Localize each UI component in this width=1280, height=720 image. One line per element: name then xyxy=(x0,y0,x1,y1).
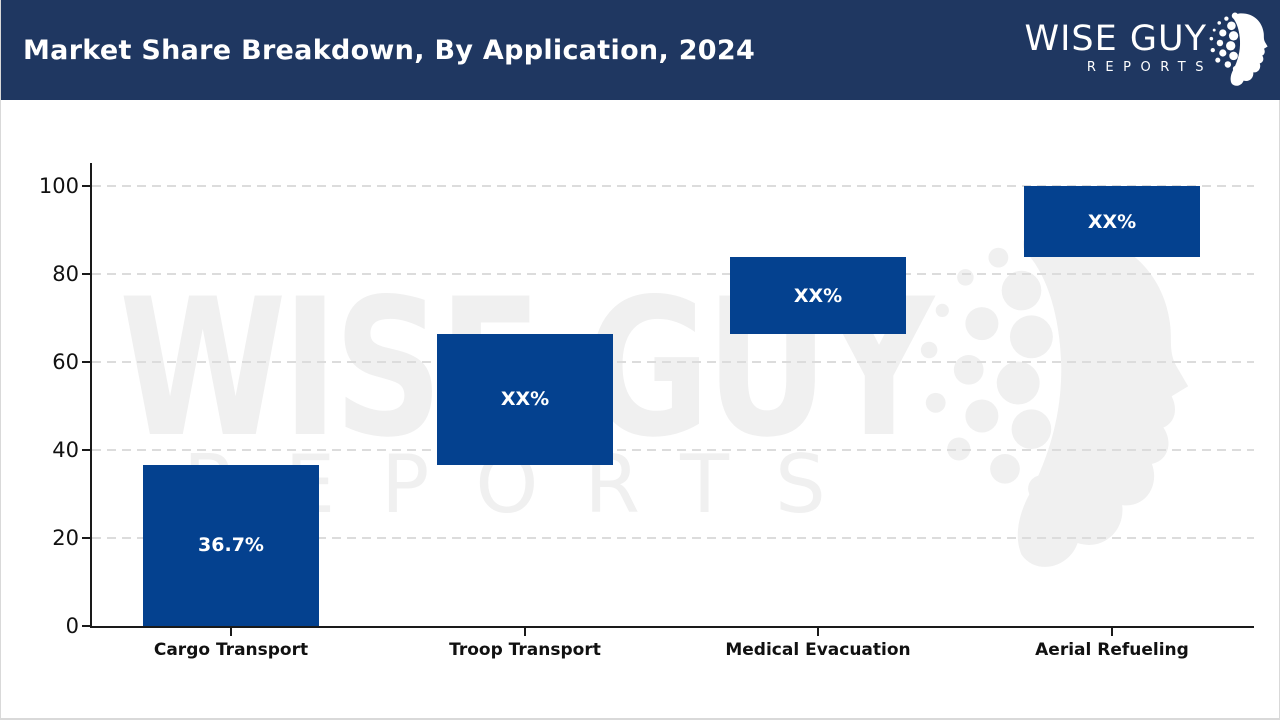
x-category-label: Aerial Refueling xyxy=(1035,640,1189,660)
y-tick-mark xyxy=(82,449,90,451)
x-category-label: Medical Evacuation xyxy=(725,640,911,660)
x-category-label: Cargo Transport xyxy=(153,640,309,660)
gridline xyxy=(92,273,1254,275)
logo-wordmark: WISE GUY xyxy=(1024,19,1207,59)
y-tick-label: 40 xyxy=(52,438,79,462)
logo-text: WISE GUY REPORTS xyxy=(1024,20,1207,75)
x-tick-mark xyxy=(524,628,526,636)
bar-value-label: XX% xyxy=(500,388,550,411)
gridline xyxy=(92,449,1254,451)
y-tick-mark xyxy=(82,625,90,627)
bar-segment: 36.7% xyxy=(143,464,319,626)
x-tick-mark xyxy=(1111,628,1113,636)
bar-segment: XX% xyxy=(1024,186,1200,258)
y-tick-label: 60 xyxy=(52,350,79,374)
logo-subtext: REPORTS xyxy=(1086,60,1213,75)
y-tick-mark xyxy=(82,185,90,187)
bar-segment: XX% xyxy=(730,257,906,335)
page-title: Market Share Breakdown, By Application, … xyxy=(23,34,756,66)
y-tick-mark xyxy=(82,273,90,275)
bar-value-label: 36.7% xyxy=(198,534,264,557)
y-tick-mark xyxy=(82,537,90,539)
gridline xyxy=(92,361,1254,363)
y-tick-mark xyxy=(82,361,90,363)
y-tick-label: 80 xyxy=(52,262,79,286)
y-tick-label: 100 xyxy=(38,174,79,198)
y-tick-label: 0 xyxy=(65,614,79,638)
gridline xyxy=(92,185,1254,187)
y-axis-line xyxy=(90,163,92,628)
wiseguy-logo: WISE GUY REPORTS xyxy=(1024,6,1268,96)
gridline xyxy=(92,537,1254,539)
y-tick-label: 20 xyxy=(52,526,79,550)
x-tick-mark xyxy=(817,628,819,636)
header: Market Share Breakdown, By Application, … xyxy=(1,0,1280,100)
x-tick-mark xyxy=(230,628,232,636)
bar-value-label: XX% xyxy=(1087,210,1137,233)
bar-segment: XX% xyxy=(437,334,613,465)
bar-value-label: XX% xyxy=(793,284,843,307)
logo-head-icon xyxy=(1209,12,1268,86)
x-axis-line xyxy=(90,626,1254,628)
x-category-label: Troop Transport xyxy=(449,640,601,660)
